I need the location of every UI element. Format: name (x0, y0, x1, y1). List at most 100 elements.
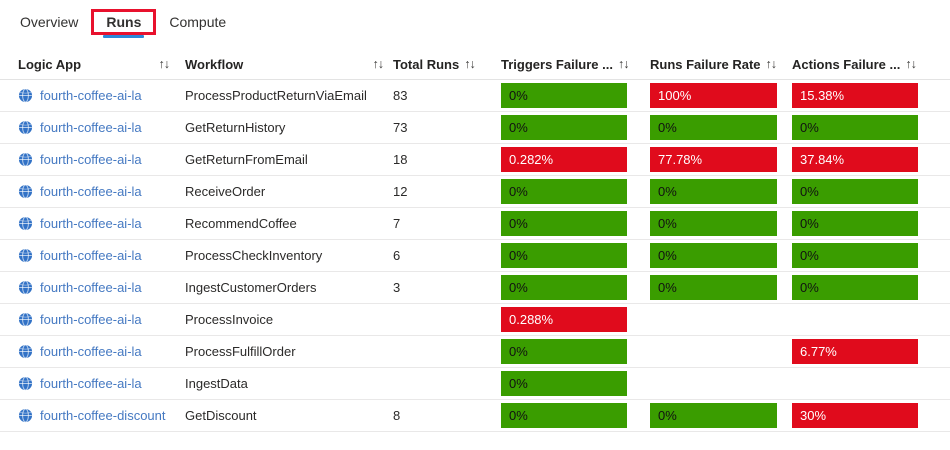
sort-arrows-icon[interactable]: ↑↓ (372, 57, 384, 71)
triggers-failure-cell: 0% (501, 371, 650, 396)
logic-app-globe-icon (18, 88, 33, 103)
table-row: fourth-coffee-ai-la IngestData 0% (0, 368, 950, 400)
logic-app-link[interactable]: fourth-coffee-ai-la (40, 248, 142, 263)
triggers-failure-badge: 0% (501, 115, 627, 140)
workflow-name: GetDiscount (185, 408, 257, 423)
table-body: fourth-coffee-ai-la ProcessProductReturnV… (0, 80, 950, 432)
tab-bar: Overview Runs Compute (0, 0, 950, 38)
column-header-triggers-failure: Triggers Failure ... ↑↓ (501, 57, 650, 72)
logic-app-link[interactable]: fourth-coffee-ai-la (40, 152, 142, 167)
runs-failure-rate-cell: 0% (650, 179, 792, 204)
triggers-failure-badge: 0% (501, 403, 627, 428)
triggers-failure-badge: 0% (501, 339, 627, 364)
actions-failure-badge: 0% (792, 179, 918, 204)
runs-failure-rate-badge: 0% (650, 403, 777, 428)
actions-failure-badge: 0% (792, 211, 918, 236)
actions-failure-badge: 6.77% (792, 339, 918, 364)
logic-app-link[interactable]: fourth-coffee-ai-la (40, 376, 142, 391)
triggers-failure-badge: 0% (501, 243, 627, 268)
logic-app-link[interactable]: fourth-coffee-discount (40, 408, 166, 423)
column-label: Logic App (18, 56, 82, 72)
runs-failure-rate-badge: 0% (650, 115, 777, 140)
runs-failure-rate-cell: 0% (650, 115, 792, 140)
workflow-name: RecommendCoffee (185, 216, 297, 231)
logic-app-cell: fourth-coffee-ai-la (18, 216, 185, 231)
table-row: fourth-coffee-ai-la GetReturnHistory 73 0% 0… (0, 112, 950, 144)
actions-failure-cell: 37.84% (792, 147, 950, 172)
table-row: fourth-coffee-ai-la ProcessFulfillOrder 0%… (0, 336, 950, 368)
actions-failure-cell: 0% (792, 115, 950, 140)
workflow-name: GetReturnHistory (185, 120, 286, 135)
actions-failure-cell: 15.38% (792, 83, 950, 108)
table-row: fourth-coffee-ai-la ProcessInvoice 0.288% (0, 304, 950, 336)
triggers-failure-cell: 0% (501, 211, 650, 236)
actions-failure-badge: 37.84% (792, 147, 918, 172)
triggers-failure-cell: 0% (501, 339, 650, 364)
runs-failure-rate-cell: 100% (650, 83, 792, 108)
table-row: fourth-coffee-ai-la ProcessProductReturnV… (0, 80, 950, 112)
actions-failure-badge: 0% (792, 243, 918, 268)
table-row: fourth-coffee-discount GetDiscount 8 0% 0% 30… (0, 400, 950, 432)
total-runs-value: 8 (393, 408, 401, 423)
sort-arrows-icon[interactable]: ↑↓ (158, 57, 170, 71)
workflow-name: IngestData (185, 376, 248, 391)
logic-app-cell: fourth-coffee-discount (18, 408, 185, 423)
triggers-failure-cell: 0.288% (501, 307, 650, 332)
logic-app-link[interactable]: fourth-coffee-ai-la (40, 216, 142, 231)
logic-app-link[interactable]: fourth-coffee-ai-la (40, 184, 142, 199)
triggers-failure-badge: 0.282% (501, 147, 627, 172)
triggers-failure-cell: 0% (501, 115, 650, 140)
tab-runs[interactable]: Runs (91, 9, 157, 38)
workflow-name: GetReturnFromEmail (185, 152, 308, 167)
logic-app-globe-icon (18, 152, 33, 167)
runs-failure-rate-cell: 0% (650, 243, 792, 268)
sort-arrows-icon[interactable]: ↑↓ (765, 57, 777, 71)
triggers-failure-cell: 0% (501, 403, 650, 428)
triggers-failure-cell: 0% (501, 275, 650, 300)
triggers-failure-cell: 0.282% (501, 147, 650, 172)
logic-app-link[interactable]: fourth-coffee-ai-la (40, 344, 142, 359)
logic-app-globe-icon (18, 120, 33, 135)
logic-app-cell: fourth-coffee-ai-la (18, 344, 185, 359)
runs-table: Logic App ↑↓ Workflow ↑↓ Total Runs ↑↓ T… (0, 49, 950, 432)
runs-failure-rate-badge: 77.78% (650, 147, 777, 172)
sort-arrows-icon[interactable]: ↑↓ (464, 57, 475, 71)
logic-app-globe-icon (18, 376, 33, 391)
logic-app-cell: fourth-coffee-ai-la (18, 88, 185, 103)
table-row: fourth-coffee-ai-la IngestCustomerOrders 3… (0, 272, 950, 304)
logic-app-cell: fourth-coffee-ai-la (18, 184, 185, 199)
workflow-name: IngestCustomerOrders (185, 280, 317, 295)
runs-failure-rate-badge: 0% (650, 211, 777, 236)
table-row: fourth-coffee-ai-la GetReturnFromEmail 18 0… (0, 144, 950, 176)
logic-app-link[interactable]: fourth-coffee-ai-la (40, 280, 142, 295)
total-runs-value: 6 (393, 248, 401, 263)
logic-app-globe-icon (18, 216, 33, 231)
column-header-runs-failure-rate: Runs Failure Rate ↑↓ (650, 57, 792, 72)
sort-arrows-icon[interactable]: ↑↓ (905, 57, 916, 71)
column-label: Total Runs (393, 56, 460, 72)
workflow-name: ReceiveOrder (185, 184, 266, 199)
column-label: Runs Failure Rate (650, 56, 761, 72)
logic-app-globe-icon (18, 408, 33, 423)
triggers-failure-badge: 0% (501, 211, 627, 236)
column-header-total-runs: Total Runs ↑↓ (393, 57, 501, 72)
column-label: Actions Failure ... (792, 56, 901, 72)
tab-compute[interactable]: Compute (169, 14, 227, 30)
table-row: fourth-coffee-ai-la ProcessCheckInventory… (0, 240, 950, 272)
logic-app-cell: fourth-coffee-ai-la (18, 280, 185, 295)
logic-app-link[interactable]: fourth-coffee-ai-la (40, 88, 142, 103)
actions-failure-cell: 0% (792, 275, 950, 300)
logic-app-link[interactable]: fourth-coffee-ai-la (40, 312, 142, 327)
triggers-failure-cell: 0% (501, 243, 650, 268)
total-runs-value: 7 (393, 216, 401, 231)
workflow-name: ProcessCheckInventory (185, 248, 323, 263)
total-runs-value: 73 (393, 120, 408, 135)
sort-arrows-icon[interactable]: ↑↓ (617, 57, 629, 71)
triggers-failure-badge: 0% (501, 83, 627, 108)
actions-failure-cell: 30% (792, 403, 950, 428)
logic-app-link[interactable]: fourth-coffee-ai-la (40, 120, 142, 135)
tab-overview[interactable]: Overview (20, 14, 79, 30)
triggers-failure-badge: 0.288% (501, 307, 627, 332)
logic-app-globe-icon (18, 248, 33, 263)
table-row: fourth-coffee-ai-la ReceiveOrder 12 0% 0% 0% (0, 176, 950, 208)
